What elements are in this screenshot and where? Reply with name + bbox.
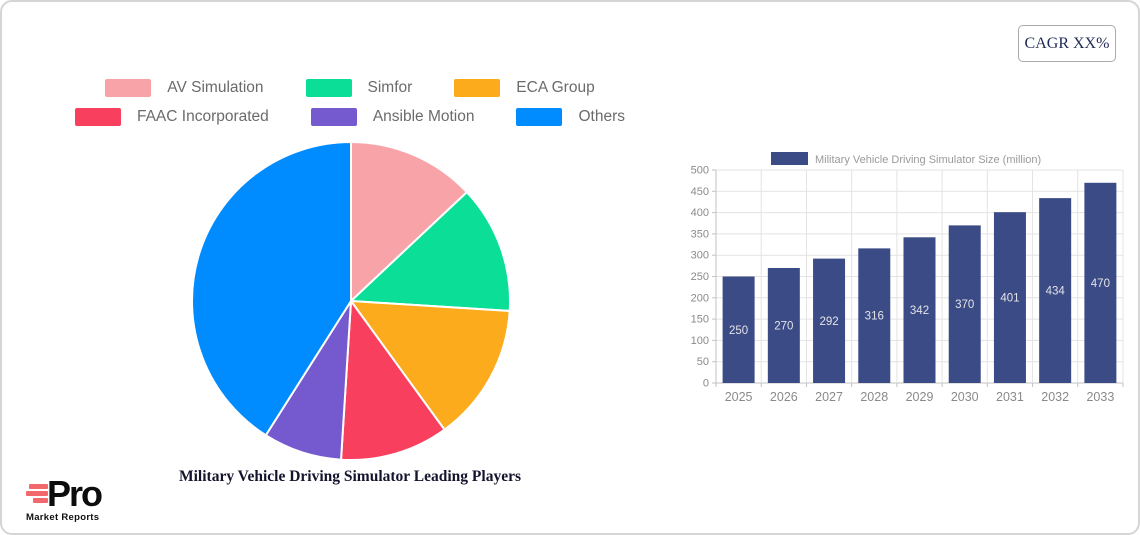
legend-swatch: [454, 79, 501, 97]
x-axis-label: 2028: [860, 390, 888, 404]
bar-value-label: 434: [1046, 286, 1066, 298]
y-axis-label: 250: [691, 271, 709, 283]
y-axis-label: 400: [691, 207, 709, 219]
bar-value-label: 370: [955, 299, 974, 311]
logo-bar: [33, 498, 48, 503]
bar-2031: [993, 212, 1026, 383]
cagr-badge: CAGR XX%: [1018, 25, 1116, 62]
bar-chart-legend: Military Vehicle Driving Simulator Size …: [771, 152, 1041, 166]
legend-item-av-simulation: AV Simulation: [105, 79, 264, 97]
pie-slice-av-simulation: [350, 141, 468, 302]
legend-row: FAAC Incorporated Ansible Motion Others: [74, 108, 625, 126]
legend-swatch: [305, 79, 352, 97]
legend-item-simfor: Simfor: [305, 79, 413, 97]
bar-value-label: 270: [774, 320, 793, 332]
legend-row: AV Simulation Simfor ECA Group: [105, 79, 595, 97]
logo-tagline: Market Reports: [26, 512, 100, 523]
pie-slice-simfor: [350, 191, 512, 312]
bar-2033: [1084, 182, 1117, 383]
pie-chart-title: Military Vehicle Driving Simulator Leadi…: [179, 468, 521, 485]
bar-value-label: 342: [910, 305, 929, 317]
legend-item-others: Others: [516, 108, 625, 126]
bar-legend-swatch: [771, 152, 808, 165]
x-axis-label: 2026: [770, 390, 798, 404]
y-axis-label: 300: [691, 250, 709, 262]
logo-bar: [29, 484, 48, 489]
bar-value-label: 401: [1000, 293, 1019, 305]
cagr-badge-label: CAGR XX%: [1024, 34, 1110, 52]
bar-legend-label: Military Vehicle Driving Simulator Size …: [815, 154, 1041, 166]
bar-2032: [1039, 198, 1072, 383]
x-axis-label: 2032: [1041, 390, 1069, 404]
legend-label: AV Simulation: [167, 79, 264, 96]
bar-value-label: 292: [819, 316, 838, 328]
bar-value-label: 470: [1091, 278, 1110, 290]
y-axis-label: 350: [691, 228, 709, 240]
pie-legend: AV Simulation Simfor ECA Group FAAC Incorpo…: [10, 79, 690, 126]
pie-slice-eca-group: [350, 300, 511, 431]
legend-label: ECA Group: [516, 79, 595, 96]
logo-bars-icon: [26, 484, 48, 503]
x-axis-label: 2030: [951, 390, 979, 404]
y-axis-label: 200: [691, 292, 709, 304]
logo-bar: [26, 491, 48, 496]
bar-2028: [858, 248, 891, 383]
x-axis-label: 2029: [906, 390, 934, 404]
bar-2030: [948, 225, 981, 383]
bar-2027: [813, 258, 846, 383]
pie-slice-faac-incorporated: [340, 300, 446, 462]
x-axis-label: 2033: [1086, 390, 1114, 404]
brand-logo: Pro Market Reports: [26, 473, 103, 523]
bar-value-label: 316: [865, 311, 884, 323]
legend-swatch: [516, 108, 563, 126]
bar-2025: [722, 276, 755, 383]
pie-chart: [191, 141, 512, 462]
legend-item-eca-group: ECA Group: [454, 79, 595, 97]
y-axis-label: 100: [691, 335, 709, 347]
legend-swatch: [105, 79, 152, 97]
bar-2029: [903, 237, 936, 383]
y-axis-label: 0: [703, 378, 709, 390]
legend-label: Simfor: [367, 79, 413, 96]
y-axis-label: 500: [691, 165, 709, 177]
y-axis-label: 150: [691, 314, 709, 326]
x-axis-label: 2025: [725, 390, 753, 404]
bar-2026: [767, 267, 800, 383]
y-axis-label: 50: [697, 356, 709, 368]
x-axis-label: 2027: [815, 390, 843, 404]
legend-item-faac-incorporated: FAAC Incorporated: [74, 108, 269, 126]
legend-swatch: [74, 108, 121, 126]
bar-chart: 0 50 100 150 200 250 300 350 400 450 500 250 2025 270…: [691, 152, 1124, 404]
legend-label: Ansible Motion: [372, 108, 475, 125]
x-axis-label: 2031: [996, 390, 1024, 404]
legend-swatch: [310, 108, 357, 126]
bar-value-label: 250: [729, 325, 748, 337]
legend-item-ansible-motion: Ansible Motion: [310, 108, 475, 126]
logo-brand-text: Pro: [47, 473, 103, 514]
legend-label: Others: [578, 108, 625, 125]
y-axis-label: 450: [691, 186, 709, 198]
legend-label: FAAC Incorporated: [136, 108, 269, 125]
pie-slice-others: [191, 141, 352, 437]
